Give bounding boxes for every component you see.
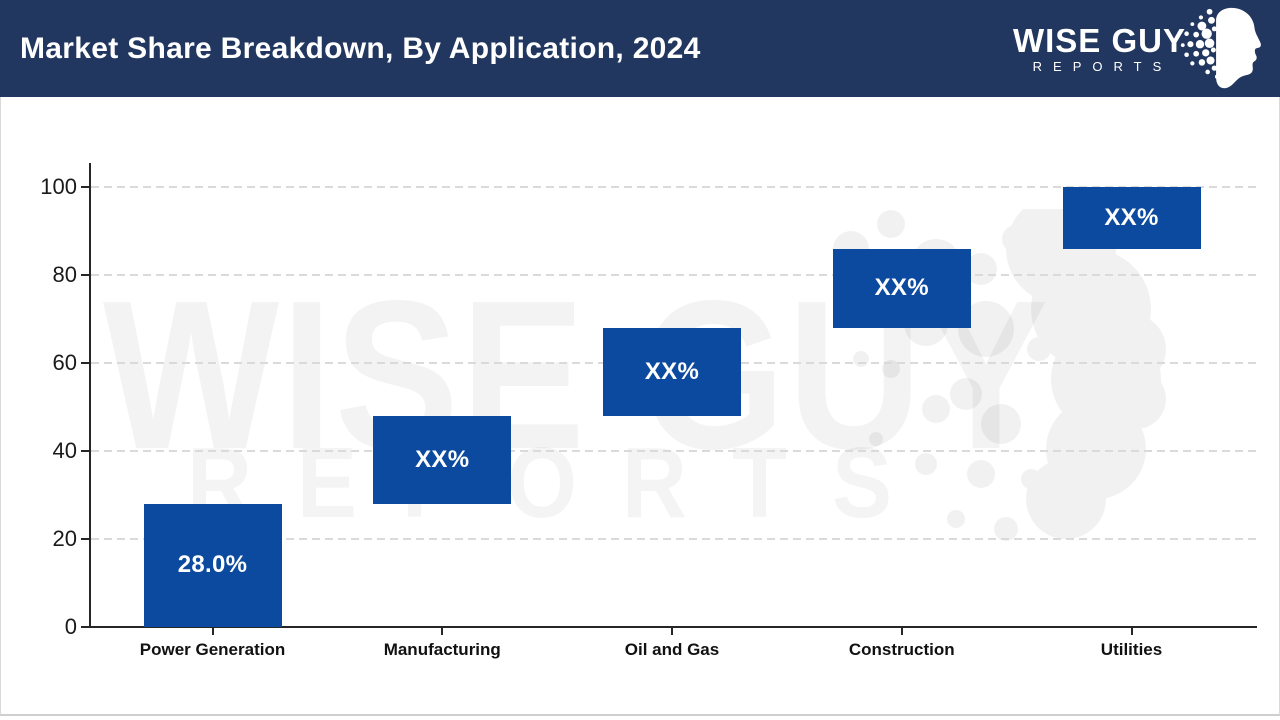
chart-title: Market Share Breakdown, By Application, …: [20, 31, 701, 65]
y-tick-label-100: 100: [40, 174, 77, 199]
watermark-subtitle: REPORTS: [187, 433, 937, 533]
y-tick-label-20: 20: [52, 526, 77, 551]
y-tick-label-80: 80: [52, 262, 77, 287]
bar-value-label: XX%: [415, 445, 470, 473]
logo-subtitle: REPORTS: [1032, 59, 1173, 74]
x-category-label-3: Construction: [848, 640, 955, 659]
y-tick-60: [81, 362, 89, 364]
x-tick-3: [900, 628, 903, 635]
x-category-label-1: Manufacturing: [383, 640, 501, 659]
x-category-label-2: Oil and Gas: [624, 640, 720, 659]
bar-manufacturing: XX%: [373, 415, 512, 504]
y-tick-label-0: 0: [64, 614, 77, 639]
bar-value-label: XX%: [1104, 203, 1159, 231]
bar-value-label: XX%: [874, 274, 929, 302]
x-axis-line: [89, 626, 1257, 628]
gridline-80: [91, 274, 1257, 276]
bar-utilities: XX%: [1062, 187, 1201, 249]
gridline-20: [91, 538, 1257, 540]
y-tick-20: [81, 538, 89, 540]
x-tick-2: [671, 628, 673, 635]
y-axis-line: [89, 163, 91, 628]
header-bar: Market Share Breakdown, By Application, …: [0, 0, 1280, 97]
y-tick-0: [81, 626, 89, 628]
x-tick-1: [441, 628, 444, 635]
gridline-100: [91, 186, 1257, 188]
gridline-40: [91, 450, 1257, 452]
plot-area: WISE GUY REPORTS 02040608010028.0%Power …: [1, 97, 1279, 714]
bar-value-label: XX%: [644, 357, 700, 385]
dotted-head-profile-icon: [1180, 7, 1261, 88]
wiseguy-logo-text: WISE GUY REPORTS: [1013, 24, 1186, 73]
x-category-label-4: Utilities: [1100, 640, 1163, 659]
wiseguy-logo: WISE GUY REPORTS: [1013, 0, 1272, 97]
x-tick-4: [1130, 628, 1133, 635]
y-tick-40: [81, 450, 89, 452]
x-tick-0: [211, 628, 214, 635]
bar-value-label: 28.0%: [177, 551, 248, 579]
bar-oil-and-gas: XX%: [603, 327, 741, 416]
watermark-head-icon: [833, 209, 1166, 541]
y-tick-label-60: 60: [52, 350, 77, 375]
x-category-label-0: Power Generation: [139, 640, 286, 659]
logo-wordmark: WISE GUY: [1012, 22, 1186, 59]
y-tick-80: [81, 274, 89, 276]
y-tick-100: [81, 186, 89, 188]
chart-canvas: WISE GUY REPORTS 02040608010028.0%Power …: [0, 97, 1280, 716]
y-tick-label-40: 40: [52, 438, 77, 463]
bar-construction: XX%: [832, 248, 971, 328]
bar-power-generation: 28.0%: [143, 503, 282, 627]
